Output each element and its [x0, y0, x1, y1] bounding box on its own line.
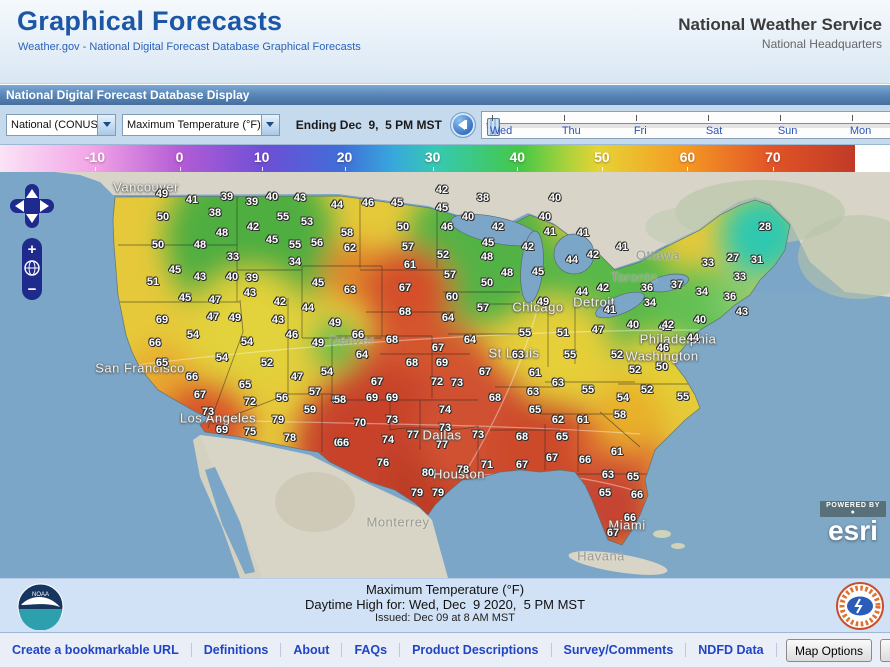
footer-link[interactable]: Survey/Comments: [552, 643, 687, 657]
timeline-day-label[interactable]: Mon: [849, 124, 872, 137]
zoom-control[interactable]: + −: [22, 238, 42, 300]
section-title-bar: National Digital Forecast Database Displ…: [0, 84, 890, 105]
colorbar-tick-mark: [517, 167, 519, 171]
pan-right-icon: [40, 200, 49, 212]
nws-logo[interactable]: [836, 582, 884, 630]
section-title: National Digital Forecast Database Displ…: [6, 88, 250, 102]
chevron-down-icon[interactable]: [97, 114, 115, 135]
colorbar-tick-mark: [687, 167, 689, 171]
colorbar-tick-mark: [261, 167, 263, 171]
colorbar-tick-mark: [344, 167, 346, 171]
zoom-in-icon: +: [28, 241, 37, 258]
caption-issued: Issued: Dec 09 at 8 AM MST: [374, 612, 515, 624]
step-back-button[interactable]: [449, 111, 476, 138]
map-canvas[interactable]: Vancouver San Francisco Los Angeles Denver C…: [0, 172, 890, 578]
timeline-day-label[interactable]: Sat: [705, 124, 723, 137]
powered-by-label: POWERED BY: [826, 502, 880, 509]
colorbar-tick: 70: [765, 149, 781, 165]
timeline-tick: [563, 114, 565, 121]
region-select-value: National (CONUS): [11, 118, 97, 131]
colorbar-gradient: -10 0 10 20 30 40 50 60 70: [0, 145, 855, 172]
temperature-colorbar: -10 0 10 20 30 40 50 60 70: [0, 145, 890, 172]
pan-left-icon: [15, 200, 24, 212]
pan-up-icon: [26, 189, 38, 198]
chevron-down-icon[interactable]: [260, 114, 279, 135]
timeline-tick: [779, 114, 781, 121]
timeline-day-label[interactable]: Sun: [777, 124, 798, 137]
map-caption: Maximum Temperature (°F) Daytime High fo…: [0, 578, 890, 632]
timeline-tick: [851, 114, 853, 121]
org-name: National Weather Service: [678, 15, 882, 34]
pan-control[interactable]: [10, 184, 54, 228]
colorbar-tick: 50: [594, 149, 610, 165]
footer-buttons: Map Options Print Map: [786, 639, 890, 662]
breadcrumb-link[interactable]: Weather.gov - National Digital Forecast …: [18, 41, 361, 53]
slider-track[interactable]: [485, 122, 890, 129]
colorbar-tick-mark: [601, 167, 603, 171]
svg-text:NOAA: NOAA: [32, 592, 49, 598]
time-slider[interactable]: Wed Thu Fri Sat Sun Mon: [480, 110, 890, 139]
region-select[interactable]: National (CONUS): [6, 113, 116, 136]
colorbar-tick: 40: [509, 149, 526, 165]
timeline-day-label[interactable]: Wed: [489, 124, 513, 137]
colorbar-tick: 10: [253, 149, 270, 165]
footer-nav: Create a bookmarkable URL Definitions Abou…: [0, 632, 890, 667]
timeline-day-label[interactable]: Thu: [561, 124, 581, 137]
map-options-button[interactable]: Map Options: [786, 639, 873, 662]
colorbar-tick: 30: [424, 149, 441, 165]
timeline-tick: [491, 114, 493, 121]
colorbar-tick-mark: [772, 167, 774, 171]
esri-logo: esri: [828, 515, 878, 546]
footer-links: Create a bookmarkable URL Definitions Abou…: [0, 633, 890, 667]
pan-down-icon: [26, 214, 38, 223]
map-nav-control[interactable]: + −: [10, 182, 58, 308]
element-select[interactable]: Maximum Temperature (°F): [122, 113, 280, 136]
esri-badge: POWERED BY ● esri: [820, 501, 886, 546]
colorbar-tick-mark: [179, 167, 181, 171]
site-header: Graphical Forecasts Weather.gov - Nation…: [0, 0, 890, 84]
footer-link[interactable]: Create a bookmarkable URL: [0, 643, 192, 657]
footer-link[interactable]: Definitions: [192, 643, 282, 657]
caption-valid-time: Daytime High for: Wed, Dec 9 2020, 5 PM …: [304, 597, 586, 612]
print-map-button[interactable]: Print Map: [880, 639, 890, 662]
timeline-tick: [707, 114, 709, 121]
zoom-out-icon: −: [28, 281, 37, 298]
ending-time-label: Ending Dec 9, 5 PM MST: [295, 117, 442, 132]
colorbar-tick: -10: [84, 149, 106, 165]
page-title: Graphical Forecasts: [17, 6, 283, 36]
footer-link[interactable]: NDFD Data: [686, 643, 777, 657]
footer-link[interactable]: FAQs: [342, 643, 401, 657]
colorbar-tick-mark: [432, 167, 434, 171]
caption-element: Maximum Temperature (°F): [365, 582, 525, 597]
slider-thumb[interactable]: [486, 117, 500, 136]
noaa-logo[interactable]: NOAA: [17, 583, 64, 630]
footer-link[interactable]: About: [281, 643, 343, 657]
footer-link[interactable]: Product Descriptions: [400, 643, 552, 657]
org-subtitle: National Headquarters: [761, 37, 882, 51]
element-select-value: Maximum Temperature (°F): [127, 118, 261, 131]
colorbar-tick: 60: [679, 149, 696, 165]
colorbar-tick: 20: [336, 149, 353, 165]
basemap: [0, 172, 890, 578]
timeline-tick: [635, 114, 637, 121]
step-back-icon: [457, 119, 465, 130]
toolbar: National (CONUS) Maximum Temperature (°F…: [0, 105, 890, 145]
colorbar-tick: 0: [175, 149, 184, 165]
timeline-day-label[interactable]: Fri: [633, 124, 647, 137]
colorbar-tick-mark: [94, 167, 96, 171]
